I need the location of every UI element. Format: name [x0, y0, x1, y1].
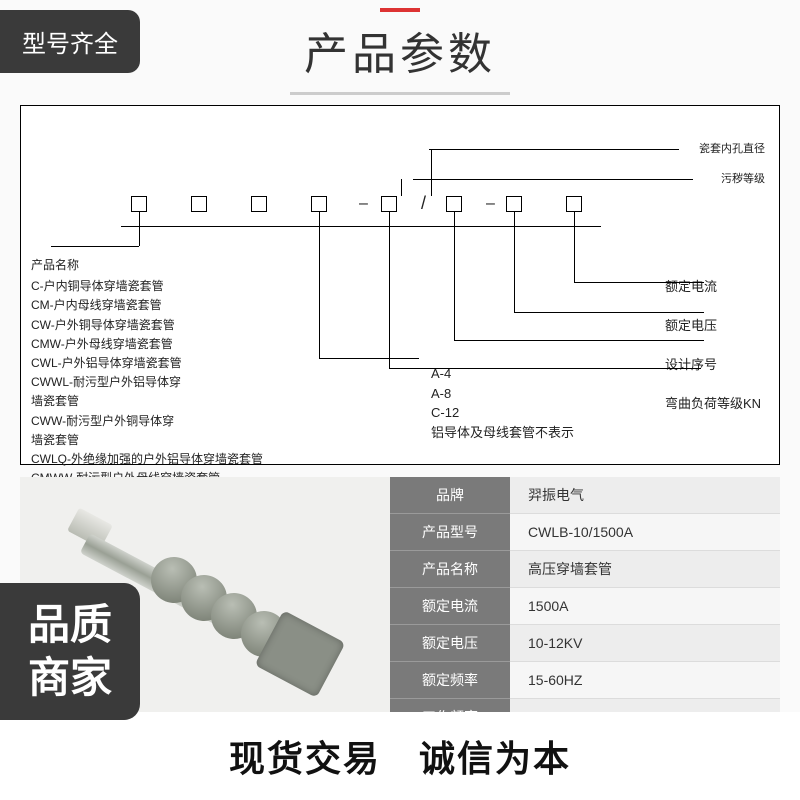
spec-value: 15-60HZ — [510, 662, 780, 699]
table-row: 额定频率 15-60HZ — [390, 662, 780, 699]
leader-line — [319, 358, 419, 359]
code-box — [191, 196, 207, 212]
badge-top-left: 型号齐全 — [0, 10, 140, 73]
leader-line — [514, 312, 704, 313]
leader-line — [389, 212, 390, 368]
legend-item: CW-户外铜导体穿墙瓷套管 — [31, 316, 263, 335]
center-item: A-4 — [431, 364, 574, 384]
annot-rated-voltage: 额定电压 — [665, 315, 761, 334]
badge-line: 商家 — [28, 652, 112, 705]
spec-value: 1500A — [510, 588, 780, 625]
leader-line — [514, 212, 515, 312]
code-dash: – — [359, 194, 368, 215]
center-item: 铝导体及母线套管不表示 — [431, 423, 574, 443]
accent-bar — [380, 8, 420, 12]
spec-key: 额定电压 — [390, 625, 510, 662]
leader-line — [574, 212, 575, 282]
legend-item: CMW-户外母线穿墙瓷套管 — [31, 335, 263, 354]
annot-design-seq: 设计序号 — [665, 354, 761, 373]
legend-item: CM-户内母线穿墙瓷套管 — [31, 296, 263, 315]
spec-key: 产品型号 — [390, 514, 510, 551]
legend-item: CWW-耐污型户外铜导体穿 — [31, 412, 263, 431]
code-box — [566, 196, 582, 212]
code-box — [446, 196, 462, 212]
legend-item: 墙瓷套管 — [31, 392, 263, 411]
code-dash: – — [486, 194, 495, 215]
legend-item: CWWL-耐污型户外铝导体穿 — [31, 373, 263, 392]
table-row: 品牌 羿振电气 — [390, 477, 780, 514]
annot-rated-current: 额定电流 — [665, 276, 761, 295]
baseline — [121, 226, 601, 227]
spec-key: 额定电流 — [390, 588, 510, 625]
annot-bending-load: 弯曲负荷等级KN — [665, 393, 761, 412]
product-name-legend: 产品名称 C-户内铜导体穿墙瓷套管 CM-户内母线穿墙瓷套管 CW-户外铜导体穿… — [31, 256, 263, 488]
bottom-banner: 现货交易 诚信为本 — [0, 712, 800, 800]
spec-table: 品牌 羿振电气 产品型号 CWLB-10/1500A 产品名称 高压穿墙套管 额… — [390, 477, 780, 737]
table-row: 额定电流 1500A — [390, 588, 780, 625]
spec-value: CWLB-10/1500A — [510, 514, 780, 551]
leader-line — [454, 340, 704, 341]
annot-hole-diameter: 瓷套内孔直径 — [699, 142, 765, 156]
leader-line — [51, 246, 139, 247]
center-item: A-8 — [431, 384, 574, 404]
leader-line — [401, 179, 402, 196]
table-row: 额定电压 10-12KV — [390, 625, 780, 662]
legend-header: 产品名称 — [31, 256, 263, 275]
spec-value: 羿振电气 — [510, 477, 780, 514]
spec-key: 产品名称 — [390, 551, 510, 588]
badge-bottom-left: 品质 商家 — [0, 583, 140, 720]
legend-item: 墙瓷套管 — [31, 431, 263, 450]
code-box — [381, 196, 397, 212]
code-box — [506, 196, 522, 212]
table-row: 产品型号 CWLB-10/1500A — [390, 514, 780, 551]
model-code-diagram: 瓷套内孔直径 污秽等级 – / – 额定电流 额定电压 设计序号 弯曲负荷等级K… — [20, 105, 780, 465]
code-slash: / — [421, 192, 426, 215]
right-annotations: 额定电流 额定电压 设计序号 弯曲负荷等级KN — [665, 276, 761, 432]
leader-line — [429, 149, 679, 150]
center-item: C-12 — [431, 403, 574, 423]
legend-item: CWLQ-外绝缘加强的户外铝导体穿墙瓷套管 — [31, 450, 263, 469]
table-row: 产品名称 高压穿墙套管 — [390, 551, 780, 588]
code-box — [131, 196, 147, 212]
underline-bar — [290, 92, 510, 95]
leader-line — [431, 149, 432, 196]
leader-line — [319, 212, 320, 358]
code-box — [311, 196, 327, 212]
annot-pollution-grade: 污秽等级 — [721, 172, 765, 186]
leader-line — [139, 212, 140, 246]
page: 型号齐全 产品参数 瓷套内孔直径 污秽等级 – / – 额定电流 额定电压 设 — [0, 0, 800, 800]
leader-line — [574, 282, 704, 283]
badge-line: 品质 — [28, 599, 112, 652]
center-code-list: A-4 A-8 C-12 铝导体及母线套管不表示 — [431, 364, 574, 442]
spec-key: 额定频率 — [390, 662, 510, 699]
leader-line — [413, 179, 693, 180]
spec-value: 10-12KV — [510, 625, 780, 662]
code-box — [251, 196, 267, 212]
legend-item: C-户内铜导体穿墙瓷套管 — [31, 277, 263, 296]
spec-key: 品牌 — [390, 477, 510, 514]
spec-value: 高压穿墙套管 — [510, 551, 780, 588]
leader-line — [454, 212, 455, 340]
legend-item: CWL-户外铝导体穿墙瓷套管 — [31, 354, 263, 373]
